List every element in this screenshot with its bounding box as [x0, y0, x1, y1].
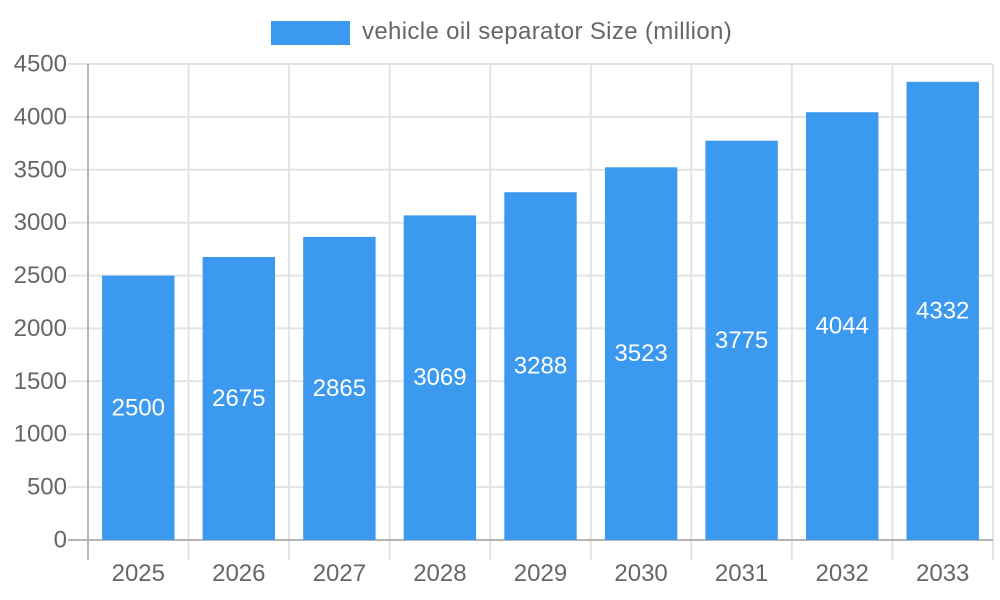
svg-text:1500: 1500	[14, 368, 67, 395]
svg-text:2865: 2865	[313, 375, 366, 402]
svg-text:3288: 3288	[514, 353, 567, 380]
svg-text:2500: 2500	[14, 262, 67, 289]
svg-text:4000: 4000	[14, 103, 67, 130]
svg-text:3775: 3775	[715, 327, 768, 354]
svg-text:2030: 2030	[614, 560, 667, 587]
svg-text:3523: 3523	[614, 340, 667, 367]
svg-text:vehicle oil separator Size (mi: vehicle oil separator Size (million)	[362, 18, 732, 45]
svg-text:2028: 2028	[413, 560, 466, 587]
svg-text:2025: 2025	[112, 560, 165, 587]
svg-text:2500: 2500	[112, 394, 165, 421]
svg-text:4500: 4500	[14, 51, 67, 78]
svg-text:2675: 2675	[212, 385, 265, 412]
svg-text:0: 0	[54, 527, 67, 554]
svg-text:1000: 1000	[14, 421, 67, 448]
svg-text:3000: 3000	[14, 209, 67, 236]
svg-text:2033: 2033	[916, 560, 969, 587]
svg-text:2026: 2026	[212, 560, 265, 587]
svg-text:4044: 4044	[816, 313, 869, 340]
svg-text:2000: 2000	[14, 315, 67, 342]
svg-text:2031: 2031	[715, 560, 768, 587]
svg-text:3500: 3500	[14, 156, 67, 183]
svg-text:2032: 2032	[816, 560, 869, 587]
svg-text:2027: 2027	[313, 560, 366, 587]
svg-text:4332: 4332	[916, 297, 969, 324]
svg-text:500: 500	[27, 474, 67, 501]
svg-text:2029: 2029	[514, 560, 567, 587]
svg-text:3069: 3069	[413, 364, 466, 391]
